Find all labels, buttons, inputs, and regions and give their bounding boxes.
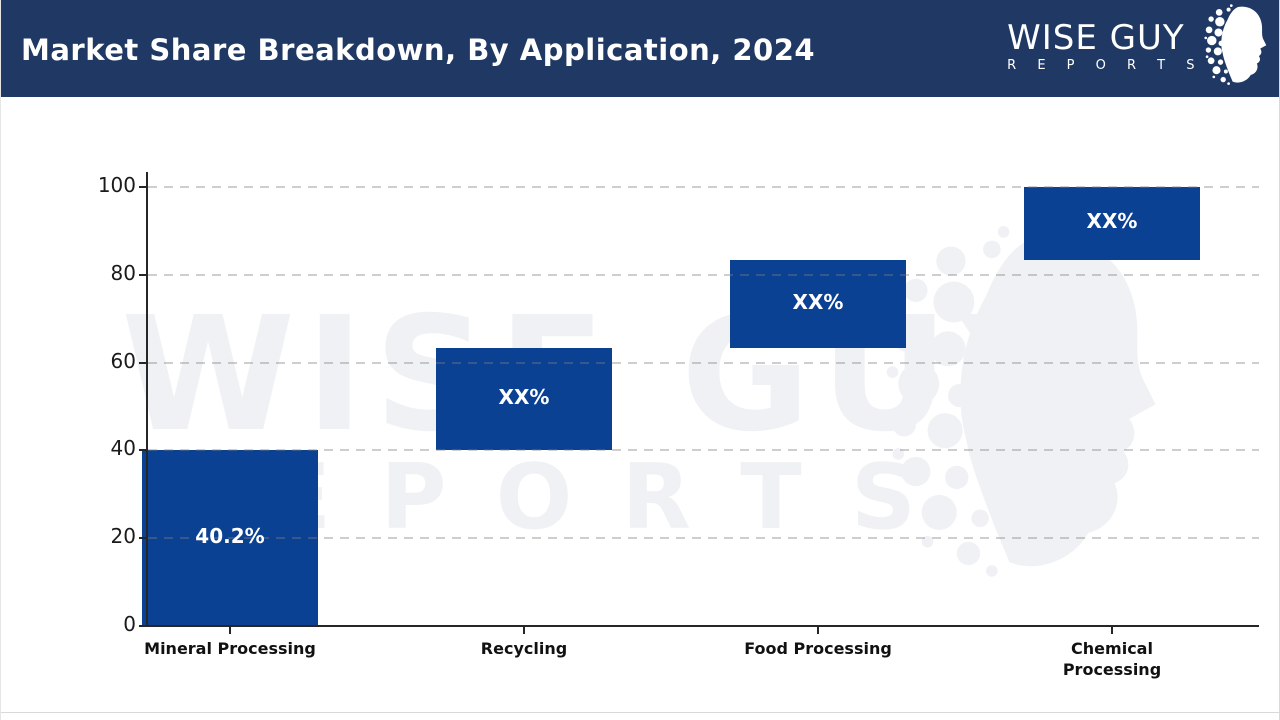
y-tick-label: 20 (110, 524, 136, 549)
x-tick-mark (229, 627, 231, 634)
y-tick-mark (139, 186, 147, 188)
watermark-face-icon (886, 226, 1156, 577)
x-tick-label-1: Mineral Processing (144, 639, 316, 658)
y-tick-mark (139, 449, 147, 452)
x-tick-label-3: Food Processing (744, 639, 892, 658)
bar-chemical-processing (1024, 187, 1200, 260)
bar-recycling (436, 348, 612, 450)
brand-logo-text: WISE GUY R E P O R T S (1007, 18, 1203, 74)
x-axis-line (146, 625, 1259, 627)
y-tick-label: 100 (97, 173, 136, 197)
y-tick-mark (139, 625, 147, 627)
gridline-y-80 (148, 273, 1259, 276)
bar-food-processing (730, 259, 906, 349)
y-tick-label: 60 (110, 348, 136, 373)
y-tick-mark (139, 273, 147, 276)
brand-face-icon (1204, 4, 1267, 85)
x-tick-label-2: Recycling (480, 639, 568, 658)
y-axis-line (146, 172, 148, 627)
x-tick-mark (1111, 627, 1113, 634)
y-tick-label: 40 (110, 436, 136, 461)
bar-value-label: XX% (1086, 209, 1138, 234)
y-tick-mark (139, 537, 147, 540)
y-tick-mark (139, 361, 147, 364)
gridline-y-100 (148, 186, 1259, 188)
y-tick-label: 80 (110, 260, 136, 285)
brand-logo-line2: R E P O R T S (1007, 58, 1203, 74)
bar-value-label: XX% (792, 289, 844, 314)
x-tick-mark (817, 627, 819, 634)
bottom-divider (1, 712, 1279, 713)
x-tick-label-4: Chemical Processing (1062, 639, 1162, 679)
y-tick-label: 0 (123, 612, 136, 636)
gridline-y-60 (148, 361, 1259, 364)
brand-logo-line1: WISE GUY (1007, 18, 1185, 58)
page-title: Market Share Breakdown, By Application, … (21, 33, 816, 67)
brand-logo: WISE GUY R E P O R T S (1007, 4, 1269, 94)
header-bar: Market Share Breakdown, By Application, … (1, 0, 1279, 97)
gridline-y-20 (148, 537, 1259, 540)
bar-value-label: XX% (498, 384, 550, 409)
bar-value-label: 40.2% (195, 523, 265, 548)
x-tick-mark (523, 627, 525, 634)
gridline-y-40 (148, 449, 1259, 452)
bar-mineral-processing (142, 449, 318, 626)
